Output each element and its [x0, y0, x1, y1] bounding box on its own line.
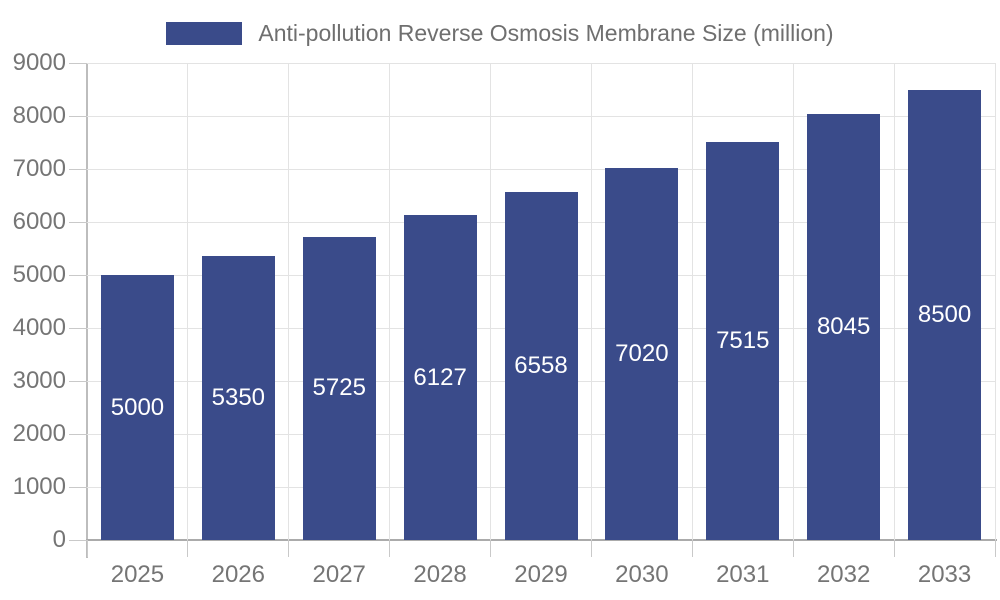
x-axis-tick-label: 2028 [413, 561, 467, 588]
bar-value-label: 6127 [413, 363, 467, 391]
bar-value-label: 5000 [110, 393, 165, 421]
y-axis-tick-label: 4000 [12, 314, 66, 341]
y-axis-tick [69, 274, 87, 276]
x-axis-tick [389, 540, 391, 557]
gridline-vertical [590, 63, 592, 540]
bar[interactable]: 7020 [605, 167, 679, 540]
bar-value-label: 7515 [716, 326, 770, 354]
y-axis-tick-label: 0 [52, 526, 66, 553]
y-axis-tick-label: 7000 [12, 155, 66, 182]
x-axis-tick [490, 540, 492, 557]
y-axis-tick [69, 380, 87, 382]
gridline-vertical [792, 63, 794, 540]
y-axis-line [86, 63, 88, 558]
x-axis-line [86, 539, 997, 541]
gridline-horizontal [87, 62, 995, 64]
y-axis-tick-label: 9000 [12, 49, 66, 76]
gridline-vertical [187, 63, 189, 540]
gridline-vertical [288, 63, 290, 540]
legend[interactable]: Anti-pollution Reverse Osmosis Membrane … [0, 20, 1000, 46]
gridline-horizontal [87, 168, 995, 170]
x-axis-tick [691, 540, 693, 557]
bar[interactable]: 6127 [403, 215, 477, 540]
x-axis-tick [187, 540, 189, 557]
y-axis-tick [69, 433, 87, 435]
bar[interactable]: 8045 [807, 113, 881, 540]
bar-value-label: 8045 [816, 312, 871, 340]
bar[interactable]: 5000 [100, 275, 174, 540]
y-axis-tick-label: 3000 [12, 367, 66, 394]
bar-value-label: 7020 [615, 339, 669, 367]
y-axis-tick [69, 115, 87, 117]
y-axis-tick [69, 539, 87, 541]
x-axis-tick-label: 2030 [615, 561, 669, 588]
x-axis-tick [893, 540, 895, 557]
x-axis-tick-label: 2026 [211, 561, 265, 588]
bar-value-label: 5725 [312, 374, 366, 402]
y-axis-tick-label: 8000 [12, 102, 66, 129]
gridline-vertical [994, 63, 996, 540]
gridline-vertical [389, 63, 391, 540]
bar[interactable]: 6558 [504, 192, 578, 540]
x-axis-tick [86, 540, 88, 557]
x-axis-tick-label: 2033 [917, 561, 972, 588]
gridline-vertical [691, 63, 693, 540]
y-axis-tick [69, 327, 87, 329]
x-axis: 2025 2026 2027 2028 2029 2030 2031 2032 2033 [87, 559, 995, 591]
bar[interactable]: 7515 [706, 141, 780, 540]
x-axis-tick [288, 540, 290, 557]
y-axis-tick-label: 1000 [12, 473, 66, 500]
bar[interactable]: 5725 [302, 236, 376, 540]
y-axis: 0 1000 2000 3000 4000 5000 6000 7000 8000 9000 [0, 49, 66, 553]
bar[interactable]: 5350 [201, 256, 275, 540]
bar[interactable]: 8500 [908, 89, 982, 540]
bar-value-label: 5350 [211, 384, 266, 412]
plot-area: 5000 5350 5725 6127 6558 7020 7515 8045 8500 [69, 62, 997, 558]
legend-swatch-icon [166, 21, 243, 45]
x-axis-tick [792, 540, 794, 557]
x-axis-tick [590, 540, 592, 557]
legend-label: Anti-pollution Reverse Osmosis Membrane … [258, 19, 834, 46]
gridline-vertical [893, 63, 895, 540]
y-axis-tick-label: 2000 [12, 420, 66, 447]
gridline-horizontal [87, 115, 995, 117]
y-axis-tick-label: 6000 [12, 208, 66, 235]
bar-value-label: 6558 [514, 352, 568, 380]
x-axis-tick-label: 2031 [716, 561, 770, 588]
x-axis-tick-label: 2025 [110, 561, 165, 588]
x-axis-tick-label: 2029 [514, 561, 568, 588]
y-axis-tick [69, 168, 87, 170]
y-axis-tick [69, 62, 87, 64]
x-axis-tick-label: 2032 [816, 561, 871, 588]
y-axis-tick [69, 486, 87, 488]
x-axis-tick-label: 2027 [312, 561, 366, 588]
bar-value-label: 8500 [917, 300, 972, 328]
x-axis-tick [994, 540, 996, 557]
y-axis-tick-label: 5000 [12, 261, 66, 288]
y-axis-tick [69, 221, 87, 223]
gridline-vertical [490, 63, 492, 540]
